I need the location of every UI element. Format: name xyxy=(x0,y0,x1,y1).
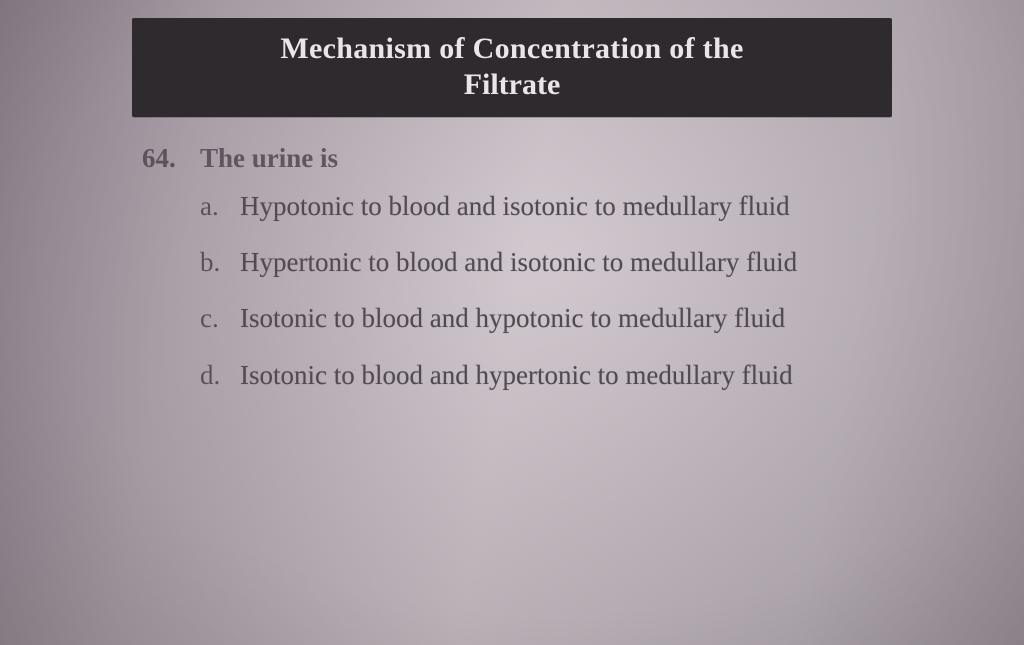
question-number: 64. xyxy=(142,143,186,174)
section-title-box: Mechanism of Concentration of the Filtra… xyxy=(132,18,892,117)
option-text: Isotonic to blood and hypertonic to medu… xyxy=(240,357,892,393)
option-label: c. xyxy=(200,300,226,336)
question-stem-row: 64. The urine is xyxy=(142,143,892,174)
options-list: a. Hypotonic to blood and isotonic to me… xyxy=(200,188,892,394)
option-text: Hypertonic to blood and isotonic to medu… xyxy=(240,244,892,280)
page-content: Mechanism of Concentration of the Filtra… xyxy=(132,18,892,413)
option-label: b. xyxy=(200,244,226,280)
section-title-line2: Filtrate xyxy=(154,67,870,103)
question-block: 64. The urine is a. Hypotonic to blood a… xyxy=(142,143,892,394)
option-label: d. xyxy=(200,357,226,393)
option-text: Isotonic to blood and hypotonic to medul… xyxy=(240,300,892,336)
section-title-line1: Mechanism of Concentration of the xyxy=(154,32,870,67)
option-b: b. Hypertonic to blood and isotonic to m… xyxy=(200,244,892,280)
question-stem-text: The urine is xyxy=(200,143,338,174)
option-a: a. Hypotonic to blood and isotonic to me… xyxy=(200,188,892,224)
option-label: a. xyxy=(200,188,226,224)
option-c: c. Isotonic to blood and hypotonic to me… xyxy=(200,300,892,336)
option-d: d. Isotonic to blood and hypertonic to m… xyxy=(200,357,892,393)
option-text: Hypotonic to blood and isotonic to medul… xyxy=(240,188,892,224)
